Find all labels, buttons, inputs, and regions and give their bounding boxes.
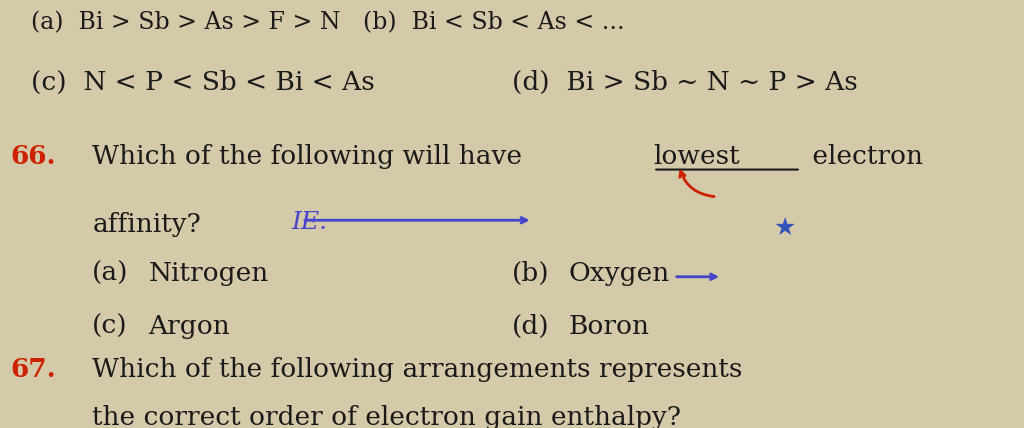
Text: ★: ★ xyxy=(773,216,796,241)
Text: Boron: Boron xyxy=(568,314,649,339)
Text: (b): (b) xyxy=(512,261,550,286)
Text: (d)  Bi > Sb ~ N ~ P > As: (d) Bi > Sb ~ N ~ P > As xyxy=(512,70,858,95)
Text: Which of the following will have: Which of the following will have xyxy=(92,144,530,169)
Text: 67.: 67. xyxy=(10,357,56,382)
Text: Which of the following arrangements represents: Which of the following arrangements repr… xyxy=(92,357,742,382)
Text: 66.: 66. xyxy=(10,144,56,169)
Text: the correct order of electron gain enthalpy?: the correct order of electron gain entha… xyxy=(92,405,681,428)
Text: Argon: Argon xyxy=(148,314,230,339)
Text: (d): (d) xyxy=(512,314,550,339)
Text: affinity?: affinity? xyxy=(92,212,201,238)
Text: lowest: lowest xyxy=(653,144,740,169)
Text: electron: electron xyxy=(804,144,923,169)
Text: Oxygen: Oxygen xyxy=(568,261,670,286)
Text: (a)  Bi > Sb > As > F > N   (b)  Bi < Sb < As < ...: (a) Bi > Sb > As > F > N (b) Bi < Sb < A… xyxy=(31,12,625,35)
Text: (c)  N < P < Sb < Bi < As: (c) N < P < Sb < Bi < As xyxy=(31,70,375,95)
Text: IE.: IE. xyxy=(292,211,328,234)
Text: (c): (c) xyxy=(92,314,128,339)
Text: Nitrogen: Nitrogen xyxy=(148,261,268,286)
Text: (a): (a) xyxy=(92,261,129,286)
